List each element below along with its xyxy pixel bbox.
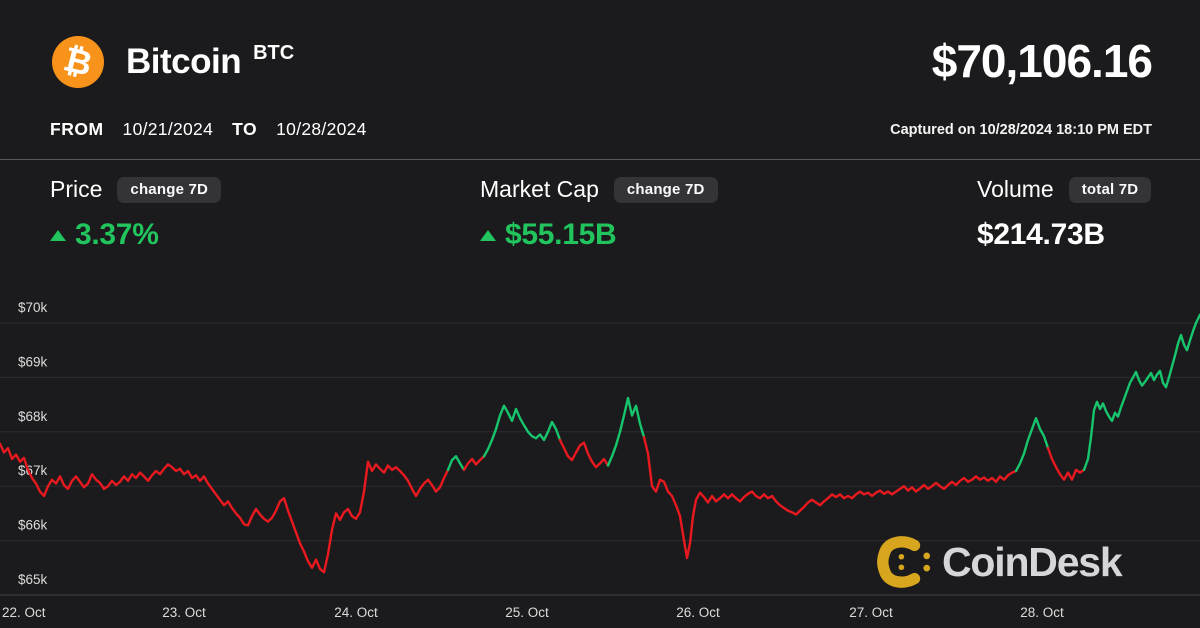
to-label: TO — [232, 119, 258, 139]
stat-market-cap-badge: change 7D — [613, 176, 718, 203]
coindesk-wordmark: CoinDesk — [942, 538, 1123, 585]
stat-price-value: 3.37% — [75, 218, 159, 251]
stat-market-cap: Market Cap change 7D $55.15B — [480, 176, 718, 252]
header-divider — [0, 159, 1200, 160]
price-chart-svg: $70k $69k $68k $67k $66k $65k 22. Oct 23. Oct 24… — [0, 300, 1200, 620]
stat-volume-label: Volume — [977, 176, 1054, 202]
stat-volume-value: $214.73B — [977, 218, 1105, 251]
stat-market-cap-label: Market Cap — [480, 176, 599, 202]
stat-price-label: Price — [50, 176, 103, 202]
to-date: 10/28/2024 — [276, 119, 367, 139]
coindesk-logo-icon — [877, 536, 931, 588]
current-price: $70,106.16 — [931, 35, 1153, 87]
svg-text:24. Oct: 24. Oct — [334, 605, 378, 620]
stat-market-cap-value: $55.15B — [505, 218, 617, 251]
svg-text:$66k: $66k — [18, 518, 48, 533]
svg-text:$67k: $67k — [18, 463, 48, 478]
svg-text:$68k: $68k — [18, 409, 48, 424]
coin-name: Bitcoin — [126, 42, 242, 81]
from-label: FROM — [50, 119, 104, 139]
up-arrow-icon — [50, 229, 66, 241]
stat-price: Price change 7D 3.37% — [50, 176, 222, 252]
svg-text:$69k: $69k — [18, 354, 48, 369]
coindesk-watermark: CoinDesk — [876, 535, 1123, 589]
svg-text:$70k: $70k — [18, 300, 48, 315]
svg-text:27. Oct: 27. Oct — [849, 605, 893, 620]
bitcoin-icon: ₿ — [52, 36, 104, 88]
svg-text:$65k: $65k — [18, 572, 48, 587]
stat-volume-badge: total 7D — [1068, 176, 1152, 203]
coin-header: ₿ Bitcoin BTC — [52, 36, 294, 88]
up-arrow-icon — [480, 229, 496, 241]
svg-text:23. Oct: 23. Oct — [162, 605, 206, 620]
svg-text:28. Oct: 28. Oct — [1020, 605, 1064, 620]
svg-text:26. Oct: 26. Oct — [676, 605, 720, 620]
bitcoin-glyph: ₿ — [59, 39, 97, 85]
date-range: FROM 10/21/2024 TO 10/28/2024 — [50, 119, 367, 140]
coin-symbol: BTC — [253, 42, 295, 64]
captured-timestamp: Captured on 10/28/2024 18:10 PM EDT — [890, 122, 1152, 138]
from-date: 10/21/2024 — [122, 119, 214, 139]
stat-price-badge: change 7D — [117, 176, 222, 203]
svg-text:25. Oct: 25. Oct — [505, 605, 549, 620]
stat-volume: Volume total 7D $214.73B — [977, 176, 1152, 252]
svg-text:22. Oct: 22. Oct — [2, 605, 46, 620]
